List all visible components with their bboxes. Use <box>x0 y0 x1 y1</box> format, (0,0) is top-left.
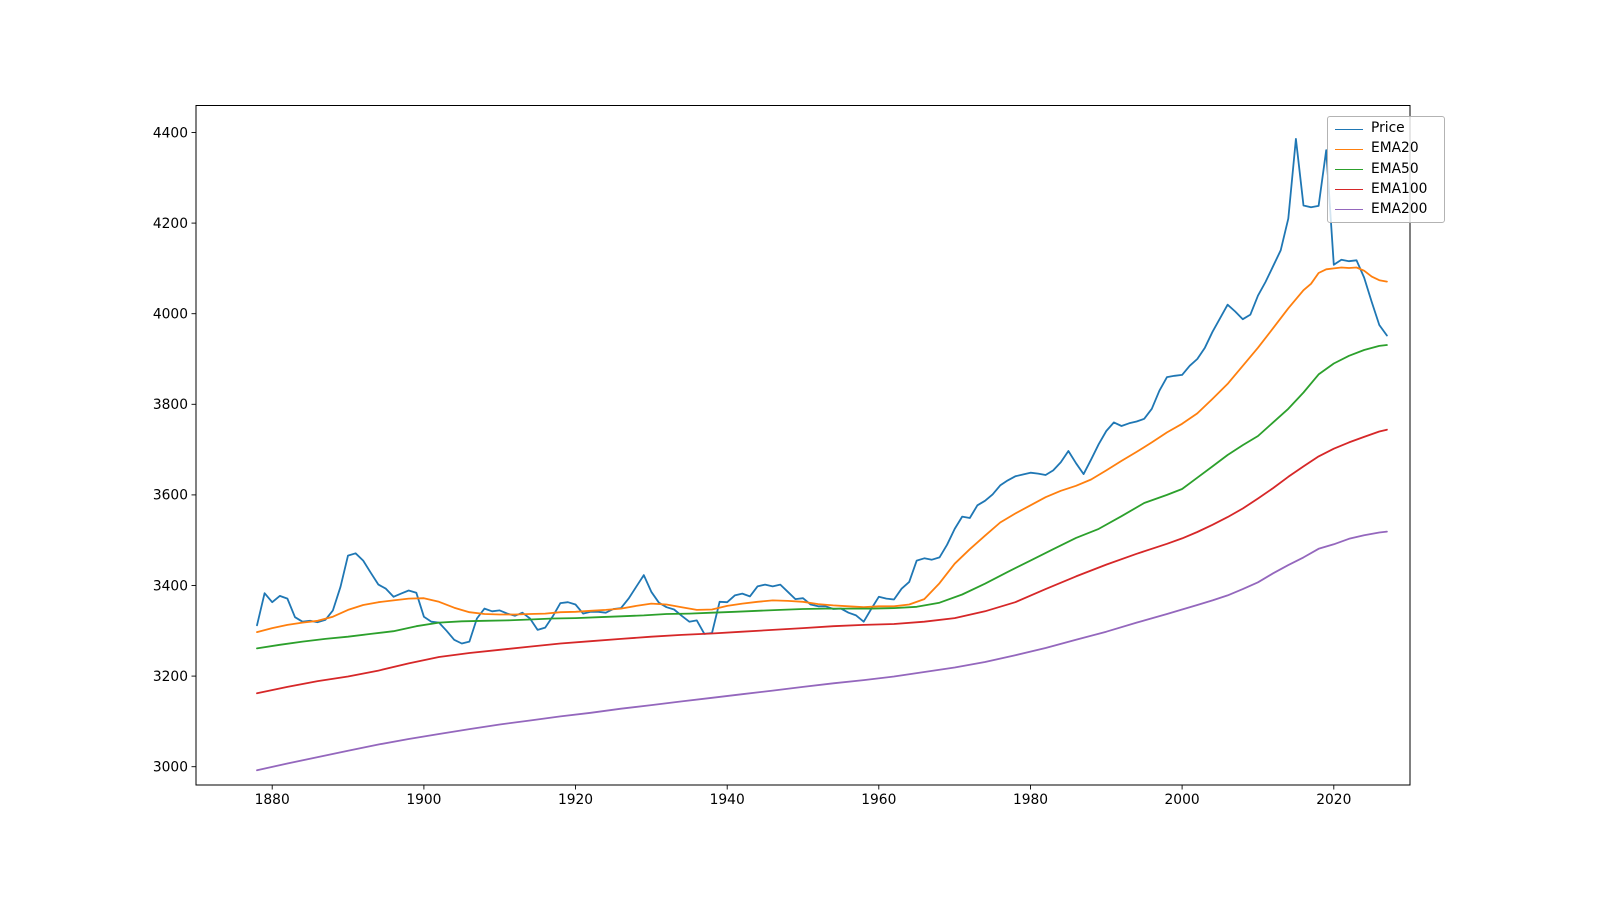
legend-item-ema100: EMA100 <box>1335 180 1439 200</box>
legend-item-ema20: EMA20 <box>1335 139 1439 159</box>
ema200-line <box>256 530 1388 772</box>
axes-frame <box>195 105 1411 786</box>
ema100-line <box>256 428 1388 695</box>
x-tick-label: 2000 <box>1165 792 1200 808</box>
ema20-line-swatch <box>1335 148 1363 150</box>
legend-item-ema200: EMA200 <box>1335 200 1439 220</box>
legend-box: Price EMA20 EMA50 EMA100 EMA200 <box>1327 116 1445 223</box>
price-line-swatch <box>1335 128 1363 130</box>
x-tick-label: 1920 <box>558 792 593 808</box>
x-tick-label: 1880 <box>255 792 290 808</box>
y-tick-label: 3400 <box>153 578 188 594</box>
legend-label: EMA100 <box>1371 180 1428 197</box>
x-tick-label: 1980 <box>1013 792 1048 808</box>
legend-item-ema50: EMA50 <box>1335 159 1439 179</box>
ema100-line-swatch <box>1335 189 1363 191</box>
x-tick-label: 1960 <box>861 792 896 808</box>
ema50-line-swatch <box>1335 168 1363 170</box>
y-tick-label: 3800 <box>153 397 188 413</box>
y-tick-label: 4200 <box>153 216 188 232</box>
price-line <box>256 138 1388 645</box>
legend-label: EMA50 <box>1371 160 1419 177</box>
y-tick-label: 3200 <box>153 669 188 685</box>
x-tick-label: 2020 <box>1316 792 1351 808</box>
legend-label: Price <box>1371 120 1405 137</box>
ema20-line <box>256 266 1388 633</box>
ema50-line <box>256 344 1388 650</box>
y-tick-label: 4000 <box>153 307 188 323</box>
x-tick-label: 1900 <box>406 792 441 808</box>
ema200-line-swatch <box>1335 209 1363 211</box>
y-tick-label: 3600 <box>153 488 188 504</box>
legend-item-price: Price <box>1335 119 1439 139</box>
legend-label: EMA20 <box>1371 140 1419 157</box>
y-tick-label: 3000 <box>153 760 188 776</box>
legend-label: EMA200 <box>1371 200 1428 217</box>
y-tick-label: 4400 <box>153 125 188 141</box>
x-tick-label: 1940 <box>710 792 745 808</box>
